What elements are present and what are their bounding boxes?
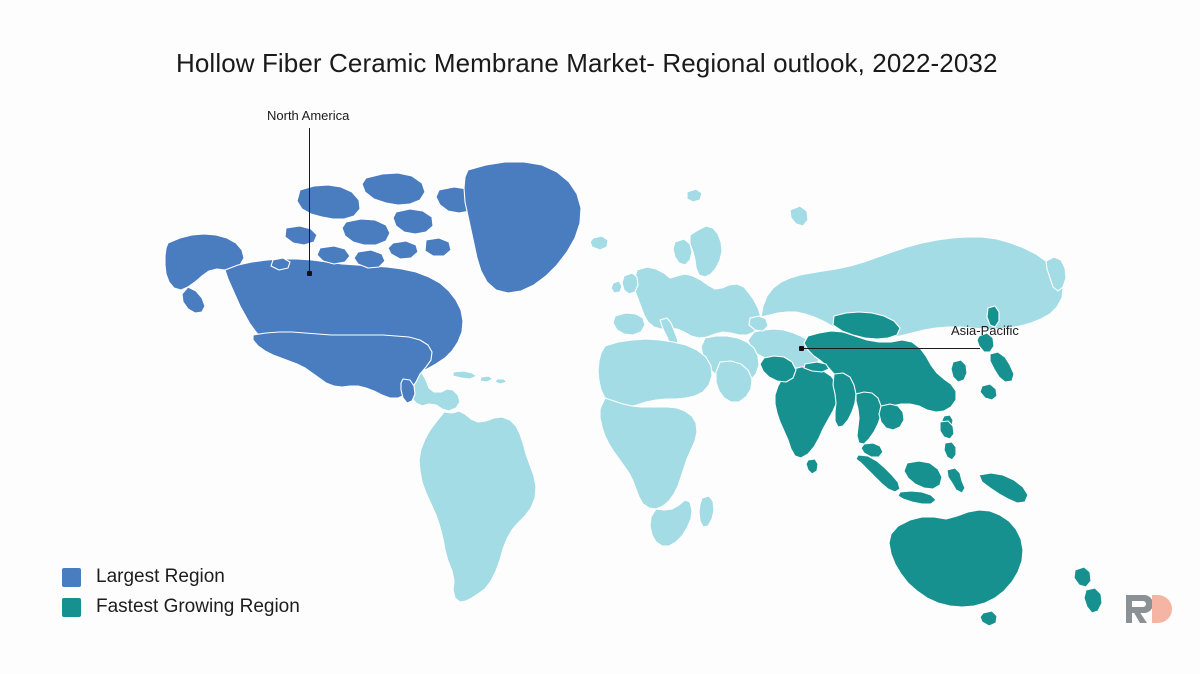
logo-letter-d-icon [1152, 595, 1172, 623]
legend-swatch-largest-region [62, 567, 81, 587]
callout-label-north-america: North America [267, 108, 350, 123]
legend-item-largest-region: Largest Region [62, 562, 300, 592]
leader-dot-asia-pacific [799, 346, 804, 351]
leader-dot-north-america [307, 271, 312, 276]
map-region-asia-pacific [759, 305, 1103, 627]
legend-label-largest-region: Largest Region [96, 566, 225, 587]
rd-logo [1126, 595, 1172, 623]
callout-label-asia-pacific: Asia-Pacific [951, 323, 1019, 338]
legend-item-fastest-growing-region: Fastest Growing Region [62, 592, 300, 622]
world-map [164, 161, 1103, 627]
map-region-north-america [164, 161, 582, 404]
legend-label-fastest-growing-region: Fastest Growing Region [96, 596, 300, 617]
leader-line-asia-pacific [802, 348, 980, 349]
map-legend: Largest Region Fastest Growing Region [62, 562, 300, 622]
map-other-regions [349, 188, 1067, 603]
logo-letter-r-icon [1126, 595, 1153, 623]
legend-swatch-fastest-growing-region [62, 597, 81, 617]
leader-line-north-america [309, 128, 310, 273]
page-title: Hollow Fiber Ceramic Membrane Market- Re… [176, 48, 998, 78]
